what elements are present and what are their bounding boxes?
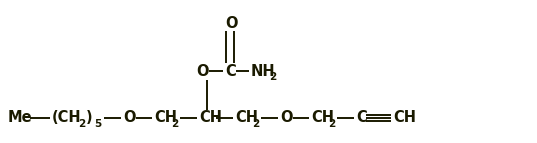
Text: CH: CH [235, 111, 258, 126]
Text: CH: CH [154, 111, 177, 126]
Text: O: O [123, 111, 135, 126]
Text: 2: 2 [269, 72, 276, 82]
Text: O: O [196, 63, 208, 79]
Text: C: C [225, 63, 236, 79]
Text: O: O [280, 111, 293, 126]
Text: 2: 2 [78, 119, 85, 129]
Text: 2: 2 [171, 119, 178, 129]
Text: 2: 2 [328, 119, 335, 129]
Text: CH: CH [311, 111, 334, 126]
Text: NH: NH [251, 63, 275, 79]
Text: C: C [356, 111, 367, 126]
Text: CH: CH [199, 111, 222, 126]
Text: Me: Me [8, 111, 33, 126]
Text: CH: CH [393, 111, 416, 126]
Text: ): ) [86, 111, 92, 126]
Text: 5: 5 [94, 119, 101, 129]
Text: 2: 2 [252, 119, 259, 129]
Text: (CH: (CH [52, 111, 82, 126]
Text: O: O [226, 15, 238, 30]
